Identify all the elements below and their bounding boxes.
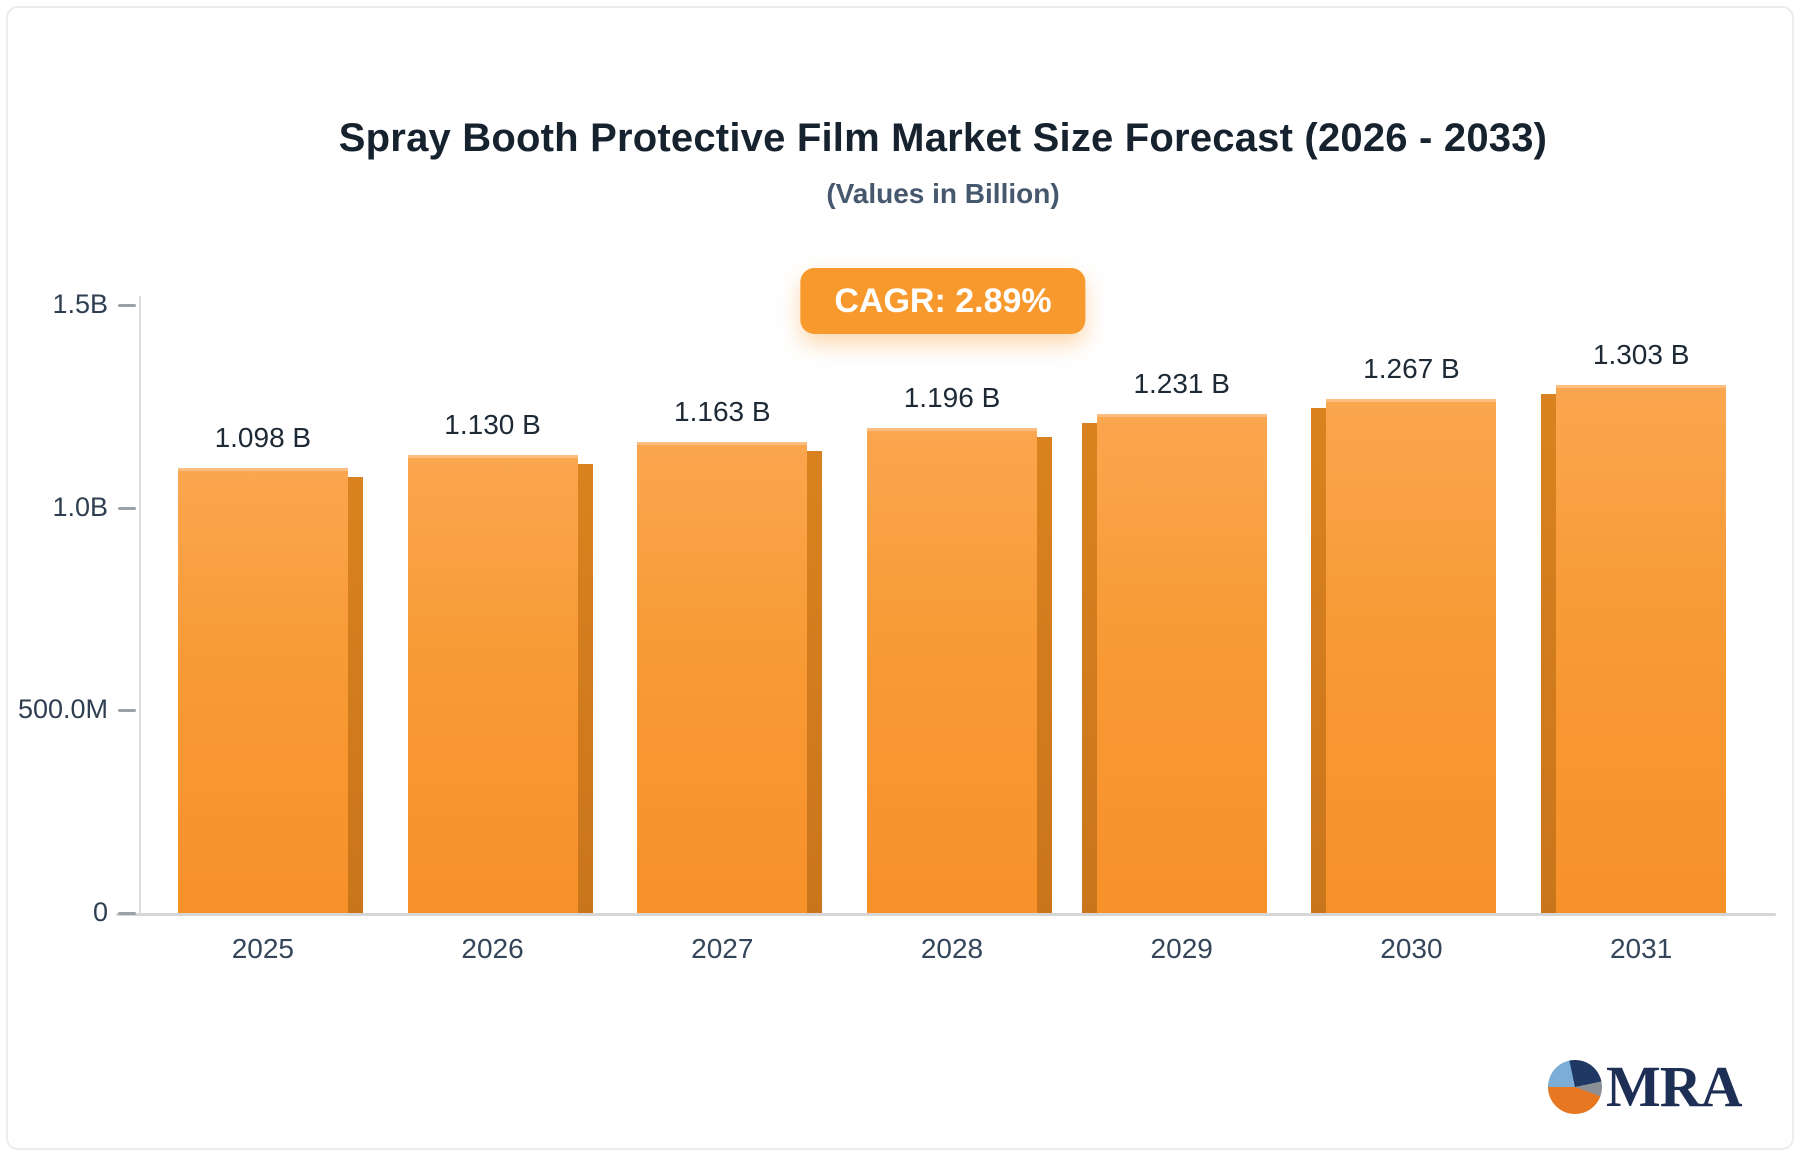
bar-2027	[637, 442, 808, 913]
x-axis-label-2031: 2031	[1609, 933, 1673, 964]
bar-side-2029	[1081, 423, 1097, 913]
x-axis-label-2025: 2025	[231, 933, 294, 964]
x-axis-label-2029: 2029	[1150, 933, 1213, 964]
y-tick-mark-500.0M	[118, 709, 136, 713]
mra-logo: MRA	[1548, 1054, 1743, 1119]
value-label-2029: 1.231 B	[1133, 368, 1230, 399]
value-label-2028: 1.196 B	[903, 382, 1001, 413]
y-tick-mark-0	[118, 912, 136, 915]
bar-side-2030	[1311, 408, 1327, 913]
y-tick-mark-1.5B	[118, 304, 136, 307]
bar-side-2028	[1037, 437, 1052, 913]
x-axis-label-2026: 2026	[461, 933, 524, 964]
bar-2030	[1326, 399, 1497, 913]
y-tick-label-1.0B: 1.0B	[52, 491, 108, 522]
bar-2028	[867, 428, 1037, 913]
bar-side-2027	[807, 451, 823, 913]
y-tick-label-0: 0	[92, 897, 108, 927]
value-label-2025: 1.098 B	[214, 422, 312, 453]
bar-2025	[177, 468, 348, 913]
value-label-2030: 1.267 B	[1363, 353, 1460, 384]
mra-logo-text: MRA	[1606, 1054, 1743, 1119]
value-label-2027: 1.163 B	[674, 396, 771, 427]
value-label-2026: 1.130 B	[444, 409, 541, 440]
x-axis-label-2030: 2030	[1380, 933, 1443, 964]
value-label-2031: 1.303 B	[1592, 339, 1690, 370]
y-tick-label-1.5B: 1.5B	[52, 289, 108, 319]
cagr-badge: CAGR: 2.89%	[800, 268, 1086, 334]
chart-subtitle: (Values in Billion)	[826, 178, 1060, 209]
y-axis-line	[139, 296, 141, 915]
x-axis-baseline	[116, 913, 1776, 916]
bar-side-2026	[577, 464, 593, 913]
bar-2029	[1096, 414, 1267, 913]
bar-side-2025	[347, 477, 363, 913]
bar-chart-plot-area: 1.098 B 2025 1.130 B 2026 1.163 B 2027 1.196 B…	[8, 8, 1792, 1148]
y-tick-label-500.0M: 500.0M	[17, 694, 108, 725]
bar-2031	[1556, 385, 1727, 913]
bar-side-2031	[1541, 394, 1557, 913]
y-tick-mark-1.0B	[118, 506, 136, 510]
chart-card: Spray Booth Protective Film Market Size …	[6, 6, 1794, 1150]
bar-2026	[407, 455, 578, 913]
x-axis-label-2027: 2027	[691, 933, 754, 964]
x-axis-label-2028: 2028	[920, 933, 984, 964]
mra-pie-logo-icon	[1548, 1060, 1602, 1114]
chart-title: Spray Booth Protective Film Market Size …	[338, 116, 1548, 160]
